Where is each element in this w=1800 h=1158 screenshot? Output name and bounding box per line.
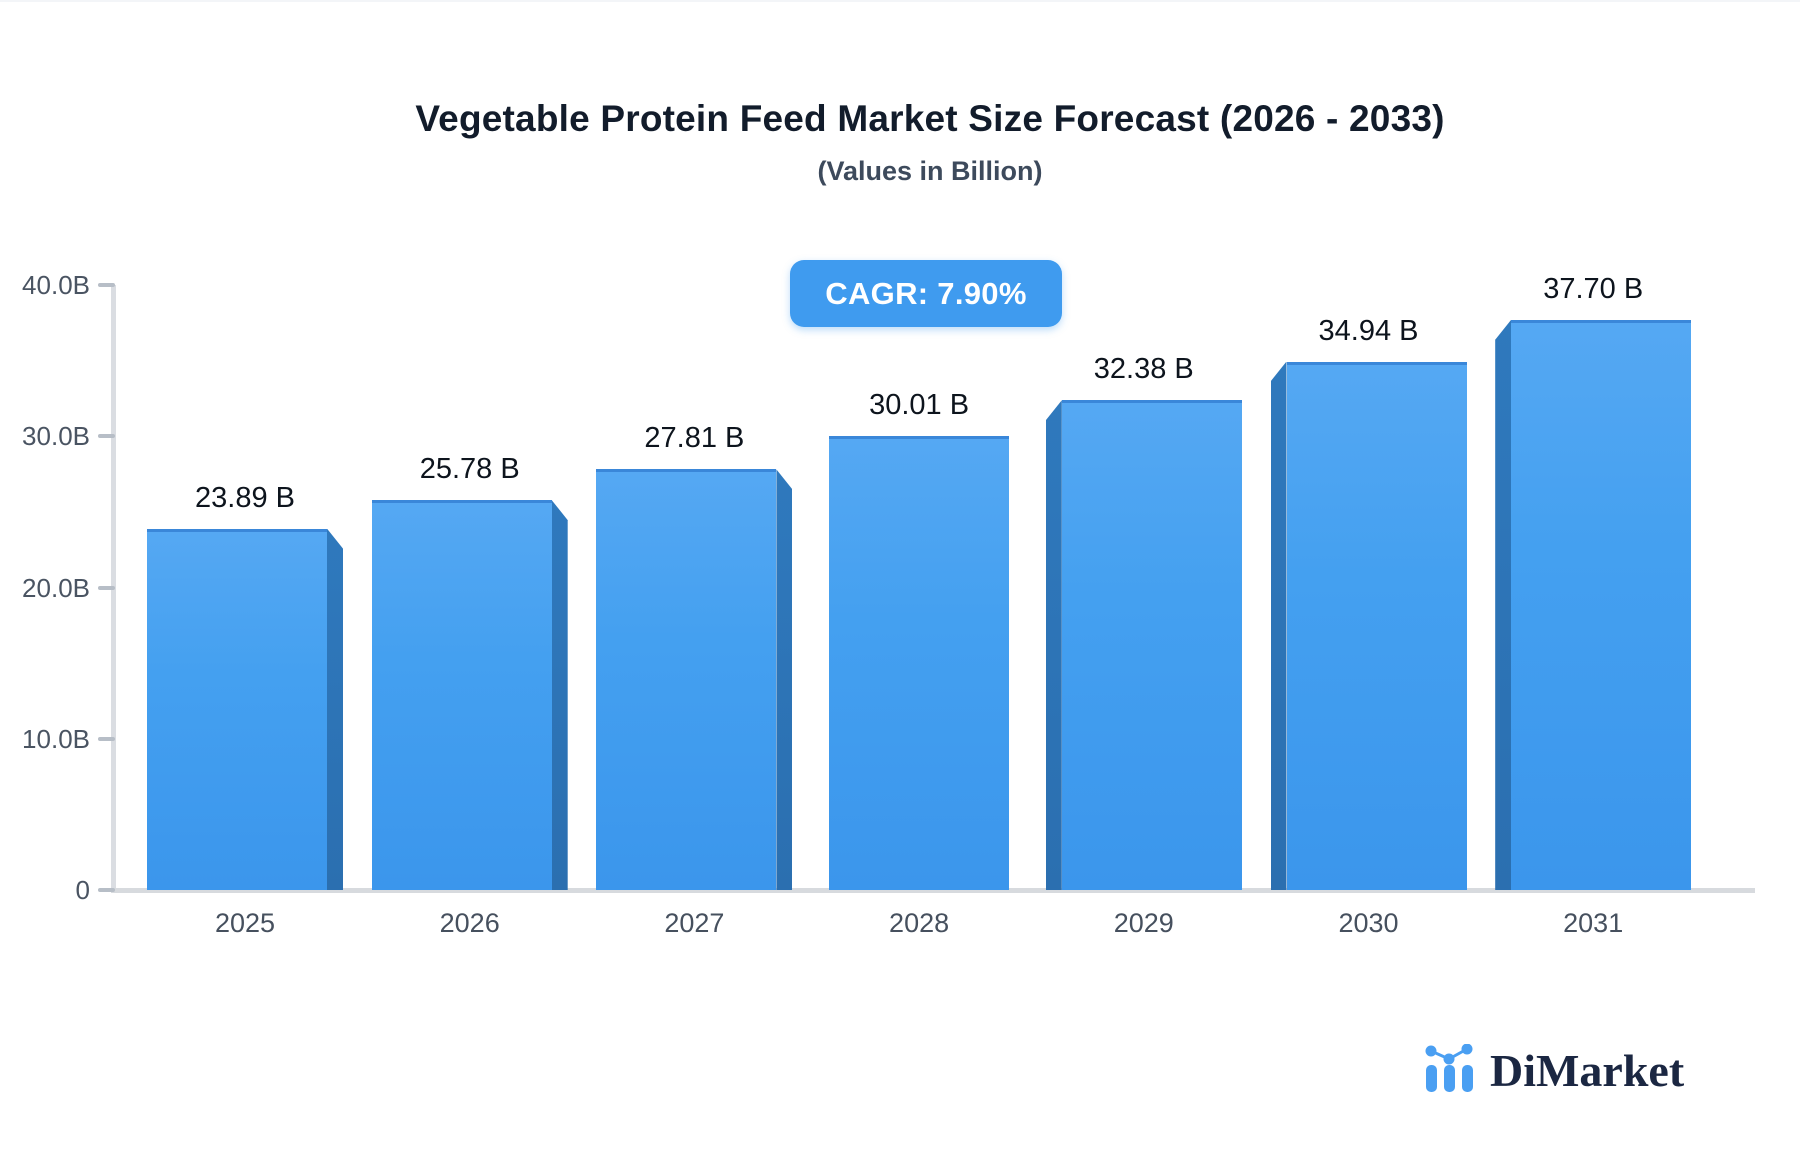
x-axis-tick-label: 2027 [664,908,725,938]
bar-2029-side-face [1045,400,1062,890]
x-axis-tick-label: 2030 [1338,908,1399,938]
bar-2031 [1511,319,1692,890]
bar-value-label: 34.94 B [1318,314,1419,347]
chart-title: Vegetable Protein Feed Market Size Forec… [415,98,1445,139]
y-axis-tick-label: 30.0B [22,421,90,452]
bar-value-label: 25.78 B [419,453,520,486]
y-axis-tick-label: 40.0B [22,270,90,300]
bar-2031-side-face [1495,319,1512,890]
y-axis-tick-mark [98,434,115,439]
bar-2025 [147,528,327,890]
y-axis-tick-mark [98,736,115,741]
bar-2029 [1061,400,1242,890]
y-axis-tick-label: 10.0B [22,723,90,754]
x-axis-tick-label: 2031 [1563,908,1624,938]
y-axis-tick-label: 0 [75,875,90,905]
bar-value-label: 32.38 B [1093,353,1194,386]
bar-2027-side-face [776,469,793,890]
bar-chart-trend-icon [1424,1043,1476,1097]
cagr-badge: CAGR: 7.90% [790,260,1062,327]
bar-value-label: 23.89 B [195,481,295,514]
bar-2030 [1286,361,1467,890]
x-axis-tick-label: 2029 [1113,908,1174,938]
cagr-badge-label: CAGR: 7.90% [825,275,1027,311]
bar-2026 [371,500,552,890]
brand-logo: DiMarket [1424,1043,1685,1097]
brand-logo-text: DiMarket [1490,1044,1685,1096]
bar-2028 [829,436,1010,890]
x-axis-tick-label: 2025 [214,908,276,938]
bar-2027 [596,469,777,890]
bar-value-label: 27.81 B [644,422,745,455]
bar-value-label: 37.70 B [1543,272,1644,305]
y-axis-tick-label: 20.0B [22,572,90,603]
bar-2025-side-face [327,528,343,890]
x-axis-tick-label: 2026 [439,908,500,938]
x-axis-tick-label: 2028 [889,908,950,938]
bar-2026-side-face [551,500,568,890]
x-axis-line [111,888,1755,893]
y-axis-tick-mark [98,585,115,590]
y-axis-tick-mark [98,888,115,892]
chart-subtitle: (Values in Billion) [817,156,1043,186]
bar-2030-side-face [1270,361,1287,890]
bar-value-label: 30.01 B [869,389,970,422]
y-axis-tick-mark [98,283,115,287]
